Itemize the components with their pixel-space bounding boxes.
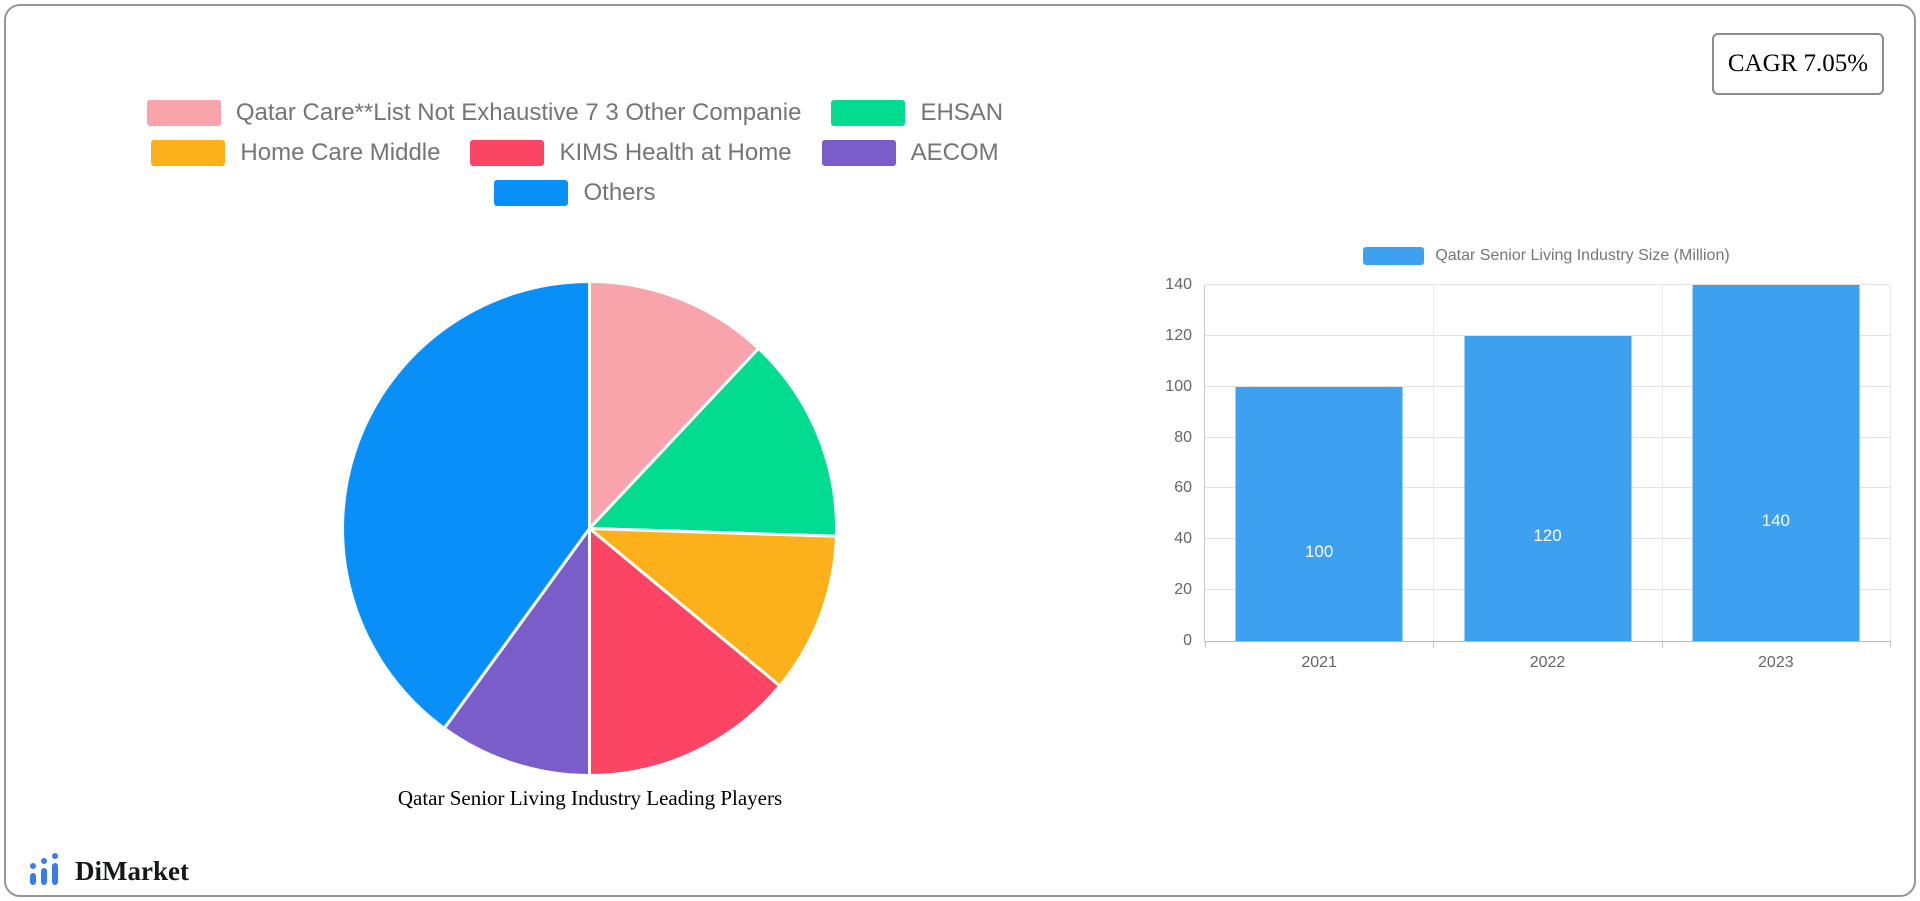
x-axis-tick [1205, 641, 1206, 648]
y-tick-label: 140 [1165, 276, 1192, 293]
legend-item-kims-health-at-home[interactable]: KIMS Health at Home [470, 139, 792, 167]
bar-2023[interactable]: 140 [1692, 285, 1860, 641]
bar-legend-label: Qatar Senior Living Industry Size (Milli… [1435, 247, 1730, 264]
x-axis-tick [1661, 641, 1663, 648]
y-tick-label: 120 [1165, 326, 1192, 344]
y-tick-label: 20 [1174, 581, 1192, 599]
legend-item-ehsan[interactable]: EHSAN [831, 99, 1003, 127]
legend-item-aecom[interactable]: AECOM [821, 139, 999, 167]
y-tick-label: 80 [1174, 428, 1192, 446]
pie-legend-row: Others [55, 179, 1095, 207]
y-tick-label: 40 [1174, 530, 1192, 548]
v-gridline [1661, 285, 1663, 641]
x-axis-tick [1433, 641, 1435, 648]
legend-label: Others [583, 179, 656, 206]
bar-chart-icon [30, 853, 66, 885]
brand-logo: DiMarket [30, 853, 189, 886]
bar-legend-swatch [1363, 247, 1425, 265]
pie-slice-ehsan[interactable] [588, 346, 838, 538]
brand-name: DiMarket [75, 856, 189, 886]
bar-2021[interactable]: 100 [1235, 386, 1403, 641]
legend-item-home-care-middle[interactable]: Home Care Middle [151, 139, 440, 167]
legend-swatch [146, 100, 221, 126]
pie-legend: Qatar Care**List Not Exhaustive 7 3 Othe… [55, 99, 1095, 207]
legend-label: KIMS Health at Home [559, 139, 792, 166]
x-tick-label: 2023 [1758, 654, 1794, 671]
pie-chart [341, 280, 838, 777]
pie-legend-row: Home Care Middle KIMS Health at Home AECOM [55, 139, 1095, 167]
v-gridline [1890, 285, 1891, 641]
legend-swatch [494, 180, 569, 206]
pie-slice-home-care-middle[interactable] [588, 527, 838, 688]
bar-2022[interactable]: 120 [1464, 335, 1631, 641]
bar-value-label: 100 [1304, 542, 1334, 562]
pie-slice-others[interactable] [341, 280, 591, 730]
x-axis-tick [1890, 641, 1891, 648]
legend-label: AECOM [910, 139, 999, 166]
x-tick-label: 2022 [1529, 654, 1566, 671]
legend-item-qatar-care-list-not-exhausti[interactable]: Qatar Care**List Not Exhaustive 7 3 Othe… [146, 99, 802, 127]
bar-plot: 0 20 40 60 80 100 120 140 100 2021 120 2022 140 2023 [1165, 276, 1891, 671]
y-tick-label: 0 [1183, 632, 1192, 649]
legend-swatch [831, 100, 906, 126]
v-gridline [1433, 285, 1435, 641]
h-gridline [1205, 334, 1890, 336]
h-gridline [1205, 284, 1890, 285]
cagr-badge: CAGR 7.05% [1712, 33, 1884, 95]
y-tick-label: 100 [1165, 377, 1192, 395]
pie-slice-kims-health-at-home[interactable] [588, 527, 782, 777]
legend-swatch [151, 140, 226, 166]
x-tick-label: 2021 [1301, 654, 1337, 671]
bar-legend-item[interactable]: Qatar Senior Living Industry Size (Milli… [1204, 247, 1889, 265]
bar-value-label: 140 [1761, 510, 1791, 530]
pie-slice-qatar-care-list-not-exhausti[interactable] [588, 280, 761, 530]
legend-swatch [470, 140, 545, 166]
legend-item-others[interactable]: Others [494, 179, 656, 207]
y-tick-label: 60 [1174, 479, 1192, 497]
legend-label: Home Care Middle [240, 139, 441, 166]
bar-value-label: 120 [1533, 526, 1562, 546]
legend-label: EHSAN [920, 99, 1004, 126]
pie-slice-aecom[interactable] [442, 527, 591, 777]
legend-label: Qatar Care**List Not Exhaustive 7 3 Othe… [235, 99, 802, 126]
pie-legend-row: Qatar Care**List Not Exhaustive 7 3 Othe… [55, 99, 1095, 127]
pie-chart-title: Qatar Senior Living Industry Leading Pla… [397, 786, 783, 810]
legend-swatch [821, 140, 896, 166]
